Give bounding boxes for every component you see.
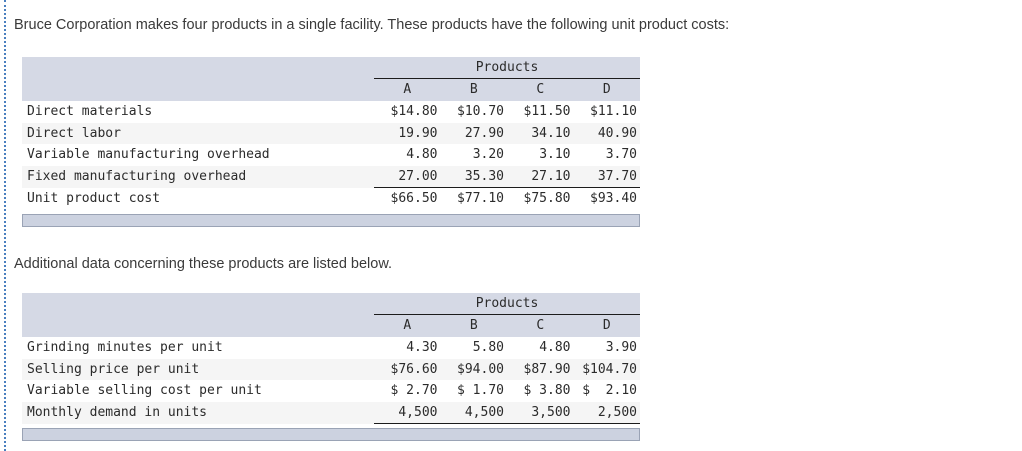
- table2-row1-c: $87.90: [523, 361, 571, 377]
- table2-row2-a: $ 2.70: [390, 383, 438, 398]
- table1-row3-c: 27.10: [507, 165, 574, 188]
- additional-data-table-block: Products A B C D Grinding minutes per un…: [22, 293, 640, 441]
- table1-row3-d: 37.70: [573, 165, 640, 188]
- table1-row4-b: $77.10: [457, 191, 504, 206]
- table1-col-a: A: [403, 82, 412, 97]
- table1-row4-d: $93.40: [590, 191, 637, 206]
- table1-col-b: B: [469, 82, 478, 97]
- additional-data-table: Products A B C D Grinding minutes per un…: [22, 293, 640, 424]
- table2-col-a: A: [403, 318, 412, 333]
- table2-row3-b: 4,500: [440, 401, 507, 424]
- table2-row0-c: 4.80: [539, 340, 571, 355]
- table2-row2-b: $ 1.70: [457, 383, 504, 398]
- table1-row2-b: 3.20: [472, 147, 504, 162]
- table1-row3-b: 35.30: [440, 165, 507, 188]
- table2-row3-c: 3,500: [507, 401, 574, 424]
- table-row: Direct materials $14.80 $10.70 $11.50 $1…: [22, 101, 640, 123]
- unit-product-costs-table: Products A B C D Direct materials $14.80…: [22, 57, 640, 210]
- table2-row2-label: Variable selling cost per unit: [27, 383, 262, 398]
- unit-product-costs-table-block: Products A B C D Direct materials $14.80…: [22, 57, 640, 227]
- table2-col-b: B: [469, 318, 478, 333]
- table1-row2-a: 4.80: [406, 147, 438, 162]
- table1-row4-a: $66.50: [390, 191, 438, 206]
- table-row: Monthly demand in units 4,500 4,500 3,50…: [22, 401, 640, 424]
- table2-row1-label: Selling price per unit: [27, 361, 200, 377]
- table2-row0-b: 5.80: [472, 340, 504, 355]
- table1-corner-cell: [22, 57, 374, 79]
- intro-paragraph: Bruce Corporation makes four products in…: [14, 17, 730, 33]
- table2-row3-label: Monthly demand in units: [27, 404, 208, 420]
- table-row: Variable manufacturing overhead 4.80 3.2…: [22, 144, 640, 166]
- table1-column-header-row: A B C D: [22, 78, 640, 102]
- table1-row1-c: 34.10: [531, 125, 571, 141]
- table-row: Variable selling cost per unit $ 2.70 $ …: [22, 380, 640, 402]
- mid-paragraph: Additional data concerning these product…: [14, 256, 393, 272]
- table1-row4-label: Unit product cost: [27, 190, 161, 206]
- table2-corner-cell-2: [22, 315, 374, 338]
- table1-body: Direct materials $14.80 $10.70 $11.50 $1…: [22, 101, 640, 210]
- table2-row2-c: $ 3.80: [523, 383, 571, 398]
- table2-corner-cell: [22, 293, 374, 315]
- table1-row3-a: 27.00: [374, 165, 441, 188]
- table-row: Direct labor 19.90 27.90 34.10 40.90: [22, 122, 640, 144]
- table2-col-d: D: [602, 318, 611, 333]
- table2-products-spanner: Products: [374, 293, 640, 315]
- table1-col-d: D: [602, 82, 611, 97]
- table1-row0-b: $10.70: [457, 104, 504, 119]
- table1-spanner-row: Products: [22, 57, 640, 79]
- table2-column-header-row: A B C D: [22, 314, 640, 338]
- table1-row1-a: 19.90: [398, 125, 438, 141]
- table2-row3-d: 2,500: [573, 401, 640, 424]
- table2-col-c: C: [536, 318, 545, 333]
- table-row: Grinding minutes per unit 4.30 5.80 4.80…: [22, 337, 640, 359]
- table1-horizontal-scrollbar[interactable]: [22, 213, 640, 227]
- table1-products-spanner: Products: [374, 57, 640, 79]
- table2-row0-label: Grinding minutes per unit: [27, 340, 223, 355]
- table2-head: Products A B C D: [22, 293, 640, 337]
- table1-row0-c: $11.50: [523, 104, 571, 119]
- table2-row0-d: 3.90: [605, 340, 637, 355]
- table1-scrollbar-thumb[interactable]: [23, 214, 633, 226]
- table1-row2-c: 3.10: [539, 147, 571, 162]
- table2-scrollbar-thumb[interactable]: [23, 429, 633, 440]
- table1-row2-label: Variable manufacturing overhead: [27, 147, 270, 162]
- table2-row1-a: $76.60: [390, 361, 438, 377]
- table1-row3-label: Fixed manufacturing overhead: [27, 168, 247, 184]
- table1-head: Products A B C D: [22, 57, 640, 101]
- table1-col-c: C: [536, 82, 545, 97]
- table1-row0-a: $14.80: [390, 104, 438, 119]
- left-edge-dotted-rule: [4, 0, 6, 451]
- table2-row3-a: 4,500: [374, 401, 441, 424]
- table2-body: Grinding minutes per unit 4.30 5.80 4.80…: [22, 337, 640, 424]
- table2-horizontal-scrollbar[interactable]: [22, 428, 640, 441]
- table1-row1-label: Direct labor: [27, 125, 121, 141]
- table1-row2-d: 3.70: [605, 147, 637, 162]
- table-row: Unit product cost $66.50 $77.10 $75.80 $…: [22, 188, 640, 210]
- table1-row0-d: $11.10: [590, 104, 637, 119]
- table2-spanner-row: Products: [22, 293, 640, 315]
- table2-row0-a: 4.30: [406, 340, 438, 355]
- table2-row2-d: $ 2.10: [582, 383, 637, 398]
- table1-row1-b: 27.90: [464, 125, 504, 141]
- table2-row1-b: $94.00: [457, 361, 504, 377]
- table2-row1-d: $104.70: [582, 361, 637, 377]
- table-row: Fixed manufacturing overhead 27.00 35.30…: [22, 165, 640, 188]
- table-row: Selling price per unit $76.60 $94.00 $87…: [22, 358, 640, 380]
- table1-row0-label: Direct materials: [27, 104, 153, 119]
- table1-row1-d: 40.90: [597, 125, 637, 141]
- table1-row4-c: $75.80: [523, 191, 571, 206]
- table1-corner-cell-2: [22, 79, 374, 102]
